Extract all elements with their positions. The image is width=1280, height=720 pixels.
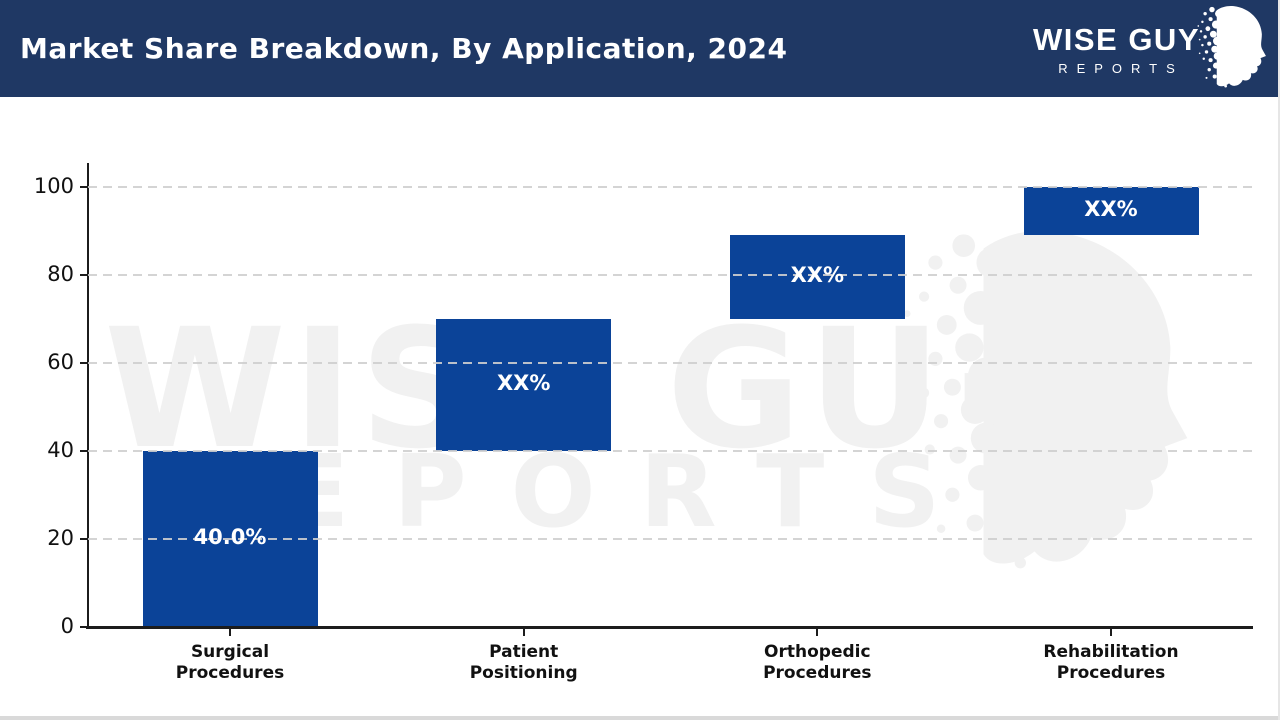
y-axis-tick	[80, 450, 88, 452]
y-axis-tick-label: 40	[47, 438, 74, 462]
gridline	[88, 538, 1253, 540]
bar-label: XX%	[790, 263, 845, 288]
gridline	[88, 186, 1253, 188]
x-axis-tick	[816, 627, 819, 636]
bar	[1023, 187, 1199, 236]
bar	[436, 319, 612, 451]
x-axis-tick	[1110, 627, 1112, 636]
y-axis-tick-label: 100	[33, 174, 74, 198]
bottom-strip	[0, 716, 1278, 720]
y-axis-tick	[80, 362, 88, 364]
bar-label: XX%	[496, 371, 551, 395]
chart-canvas: WISE GU·Y REPORTS 0 20 40 60 80 100 Surgical P…	[0, 97, 1278, 716]
x-axis-tick-label: Orthopedic Procedures	[763, 642, 872, 683]
y-axis-tick-label: 60	[47, 350, 74, 374]
y-axis-tick-label: 20	[47, 526, 74, 550]
x-axis-line	[86, 626, 1253, 629]
y-axis-tick-label: 0	[60, 614, 74, 638]
brand-logo-text: WISE GUY REPORTS	[1033, 22, 1200, 76]
y-axis-tick	[80, 538, 88, 540]
x-axis-tick-label: Patient Positioning	[469, 642, 578, 683]
brand-name: WISE GUY	[1032, 21, 1200, 57]
bar-label: XX%	[1084, 197, 1138, 222]
x-axis-tick-label: Rehabilitation Procedures	[1043, 642, 1179, 683]
bar-label: 40.0%	[193, 525, 267, 549]
gridline	[88, 362, 1253, 364]
bar	[729, 235, 905, 319]
page-title: Market Share Breakdown, By Application, …	[20, 32, 788, 65]
y-axis-line	[87, 163, 89, 629]
x-axis-tick-label: Surgical Procedures	[175, 642, 285, 683]
x-axis-tick	[522, 627, 525, 636]
brand-subtitle: REPORTS	[1058, 60, 1184, 76]
y-axis-tick	[80, 274, 88, 276]
plot-area: 0 20 40 60 80 100 Surgical Procedures 40.0% Pati…	[0, 97, 1278, 716]
x-axis-tick	[229, 627, 231, 636]
header-bar: Market Share Breakdown, By Application, …	[0, 0, 1278, 97]
y-axis-tick	[80, 186, 88, 188]
y-axis-tick-label: 80	[47, 262, 74, 286]
gridline	[88, 274, 1253, 276]
gridline	[88, 450, 1253, 452]
brand-logo: WISE GUY REPORTS	[1033, 0, 1268, 97]
y-axis-tick	[80, 626, 88, 628]
